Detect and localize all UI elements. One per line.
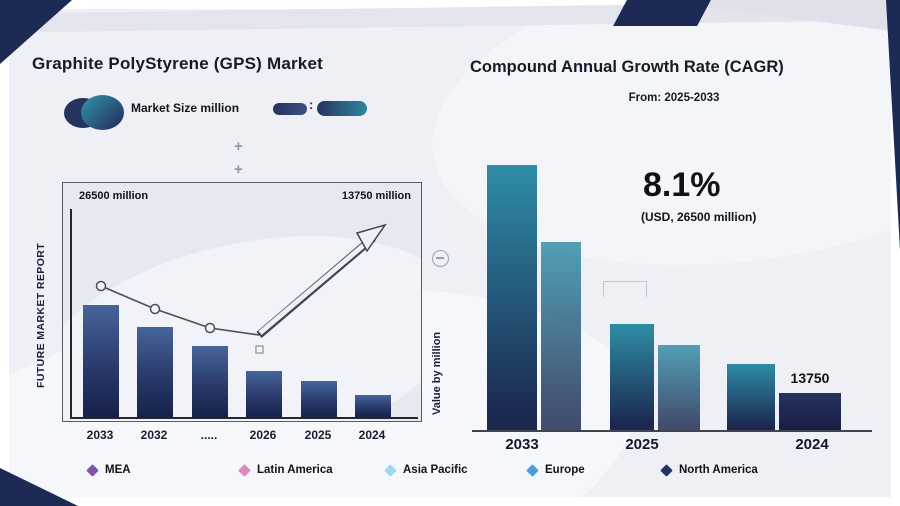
bar-value-label: 13750 bbox=[790, 370, 830, 386]
legend-item-label: MEA bbox=[105, 464, 131, 476]
cagr-chart-bar bbox=[487, 165, 537, 430]
left-chart-x-label: 2024 bbox=[358, 428, 386, 442]
cagr-chart-x-label: 2033 bbox=[505, 436, 539, 453]
pill-gradient-icon bbox=[317, 101, 367, 116]
legend-diamond-icon bbox=[384, 463, 397, 477]
legend-item: Latin America bbox=[238, 463, 333, 477]
left-chart-x-label: 2026 bbox=[249, 428, 277, 442]
chart-annotation-max: 26500 million bbox=[79, 190, 149, 202]
cagr-subtitle: From: 2025-2033 bbox=[628, 92, 720, 104]
future-market-report-label: FUTURE MARKET REPORT bbox=[35, 242, 47, 389]
value-by-million-label: Value by million bbox=[431, 331, 443, 415]
legend-diamond-icon bbox=[526, 463, 539, 477]
legend-item: Asia Pacific bbox=[384, 463, 468, 477]
cagr-title: Compound Annual Growth Rate (CAGR) bbox=[470, 58, 784, 76]
left-chart-bar bbox=[246, 371, 282, 417]
trend-line-arrow bbox=[95, 223, 387, 354]
page-title: Graphite PolyStyrene (GPS) Market bbox=[32, 54, 323, 73]
legend-diamond-icon bbox=[660, 463, 673, 477]
left-chart-x-labels: 2033 2032..... 2026 2025 2024 bbox=[62, 428, 420, 446]
left-chart-x-label: 2025 bbox=[304, 428, 332, 442]
legend-diamond-icon bbox=[86, 463, 99, 477]
cagr-percentage: 8.1% bbox=[643, 166, 721, 204]
left-chart-bar bbox=[301, 381, 337, 417]
region-legend: MEA Latin America Asia Pacific Europe North … bbox=[0, 463, 900, 488]
legend-item: North America bbox=[660, 463, 758, 477]
left-chart-bar bbox=[192, 346, 228, 417]
x-axis-line bbox=[70, 417, 418, 419]
cylinder-icon bbox=[64, 95, 124, 130]
legend-diamond-icon bbox=[238, 463, 251, 477]
circle-minus-icon bbox=[432, 250, 449, 267]
legend-item: MEA bbox=[86, 463, 131, 477]
cagr-chart bbox=[472, 160, 872, 432]
cagr-usd-note: (USD, 26500 million) bbox=[641, 210, 757, 224]
legend-item-label: Asia Pacific bbox=[403, 464, 468, 476]
market-size-legend-label: Market Size million bbox=[131, 101, 240, 115]
cagr-chart-x-label: 2024 bbox=[795, 436, 829, 453]
left-chart-bar bbox=[83, 305, 119, 417]
plus-decoration: + bbox=[234, 161, 243, 178]
top-dark-band-decoration bbox=[613, 0, 711, 26]
legend-item-label: North America bbox=[679, 464, 758, 476]
chart-annotation-min: 13750 million bbox=[341, 190, 411, 202]
cagr-chart-x-labels: 2033 2025 2024 bbox=[472, 436, 872, 458]
cagr-chart-bar bbox=[541, 242, 581, 430]
left-chart-x-label: 2033 bbox=[86, 428, 114, 442]
cagr-chart-bar bbox=[610, 324, 654, 430]
step-bracket-decoration bbox=[603, 281, 647, 297]
cagr-chart-bar bbox=[658, 345, 700, 430]
legend-item-label: Europe bbox=[545, 464, 585, 476]
pill-icon bbox=[273, 103, 307, 115]
legend-item-label: Latin America bbox=[257, 464, 333, 476]
left-chart-x-label: 2032 bbox=[140, 428, 168, 442]
cagr-chart-bar bbox=[727, 364, 775, 430]
cagr-chart-bar bbox=[779, 393, 841, 430]
left-chart-bar bbox=[137, 327, 173, 417]
y-axis-line bbox=[70, 209, 72, 419]
colon-separator: : bbox=[309, 97, 314, 112]
left-chart-bar bbox=[355, 395, 391, 417]
legend-item: Europe bbox=[526, 463, 585, 477]
cagr-chart-x-label: 2025 bbox=[625, 436, 659, 453]
left-chart-x-label: ..... bbox=[200, 428, 218, 442]
plus-decoration: + bbox=[234, 138, 243, 155]
market-size-chart-panel: 26500 million 13750 million bbox=[62, 182, 422, 422]
cylinder-front-disc bbox=[81, 95, 124, 130]
